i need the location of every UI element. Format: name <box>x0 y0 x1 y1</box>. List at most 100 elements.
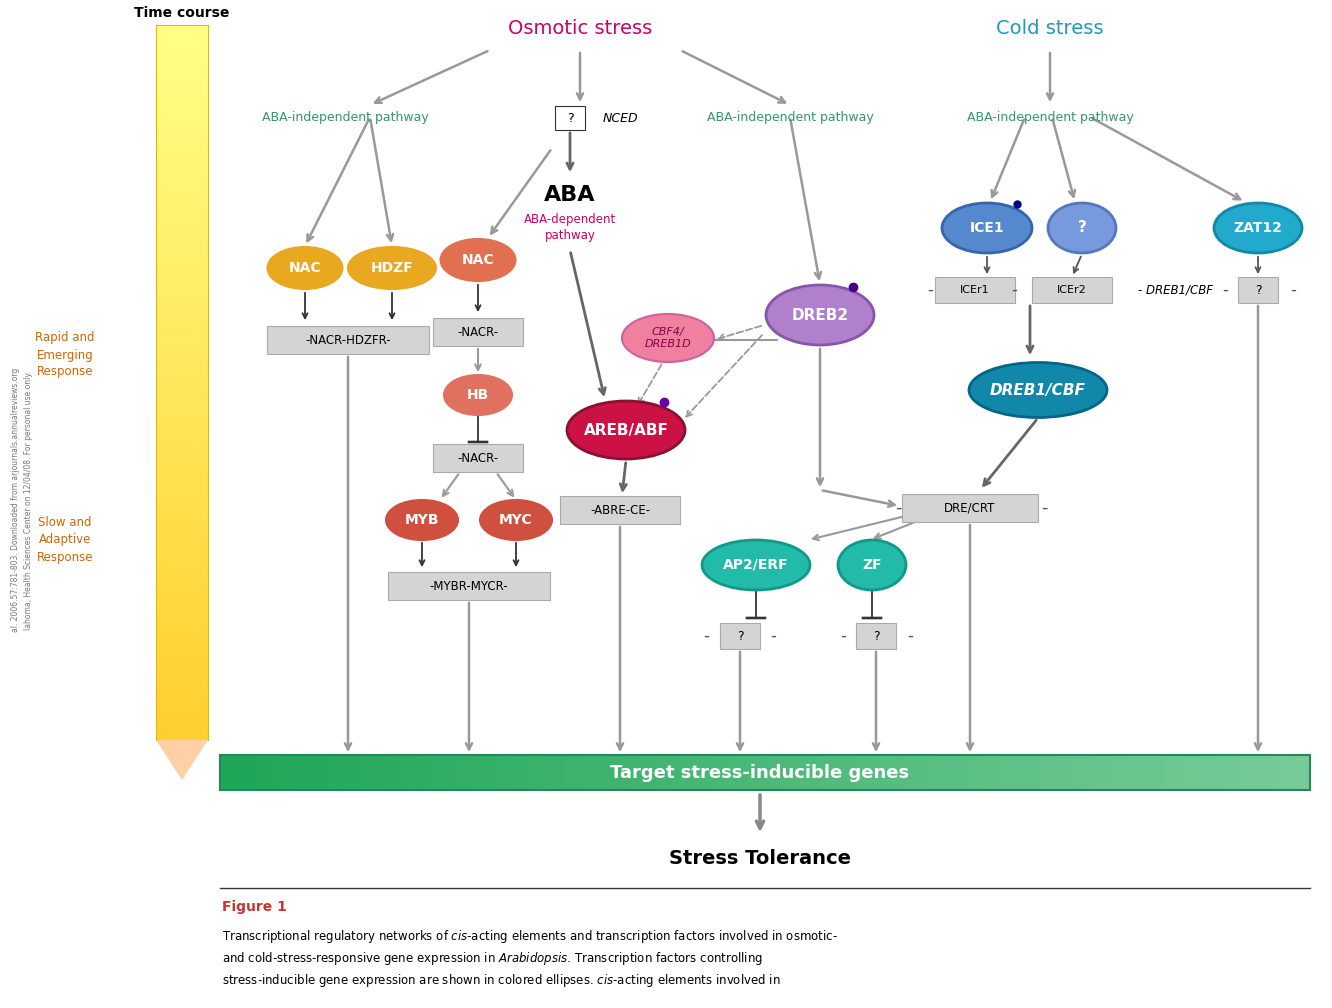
Bar <box>293 755 312 790</box>
Text: ABA: ABA <box>545 185 595 205</box>
Text: and cold-stress-responsive gene expression in $\it{Arabidopsis}$. Transcription : and cold-stress-responsive gene expressi… <box>222 950 763 967</box>
Bar <box>1110 755 1128 790</box>
Bar <box>156 304 208 311</box>
Bar <box>156 48 208 55</box>
Bar <box>156 233 208 240</box>
Ellipse shape <box>567 401 685 459</box>
Text: -: - <box>1291 281 1296 299</box>
Bar <box>156 412 208 418</box>
Text: ZF: ZF <box>862 558 882 572</box>
Bar <box>156 84 208 91</box>
Bar <box>1273 755 1292 790</box>
Bar <box>156 341 208 347</box>
Bar <box>156 36 208 43</box>
Ellipse shape <box>702 540 810 590</box>
Polygon shape <box>156 740 208 780</box>
Bar <box>156 579 208 586</box>
Bar <box>156 531 208 538</box>
FancyBboxPatch shape <box>1032 277 1112 303</box>
Ellipse shape <box>441 239 515 281</box>
Text: Time course: Time course <box>135 6 229 20</box>
Bar <box>156 448 208 455</box>
Bar <box>156 710 208 717</box>
Bar <box>693 755 711 790</box>
Ellipse shape <box>386 500 458 540</box>
Bar <box>156 347 208 353</box>
FancyBboxPatch shape <box>555 106 585 130</box>
Bar <box>983 755 1002 790</box>
Bar <box>474 755 493 790</box>
Bar <box>156 704 208 711</box>
Bar <box>156 370 208 377</box>
Text: al. 2006.57:781-803. Downloaded from arjournals.annualreviews.org
lahoma, Health: al. 2006.57:781-803. Downloaded from arj… <box>11 368 33 632</box>
Text: Target stress-inducible genes: Target stress-inducible genes <box>610 764 910 782</box>
Bar <box>892 755 911 790</box>
Text: ICEr2: ICEr2 <box>1058 285 1087 295</box>
Bar <box>156 716 208 723</box>
Bar <box>156 257 208 264</box>
Bar <box>156 364 208 371</box>
Bar <box>1219 755 1237 790</box>
Text: Slow and
Adaptive
Response: Slow and Adaptive Response <box>37 516 93 563</box>
Bar <box>156 597 208 604</box>
Bar <box>156 698 208 705</box>
Text: CBF4/
DREB1D: CBF4/ DREB1D <box>645 328 691 349</box>
Bar <box>910 755 928 790</box>
Bar <box>565 755 583 790</box>
Bar <box>156 680 208 686</box>
Bar <box>384 755 402 790</box>
Text: ZAT12: ZAT12 <box>1233 221 1283 235</box>
Bar <box>583 755 602 790</box>
Text: -: - <box>895 499 902 517</box>
Ellipse shape <box>968 363 1107 417</box>
Text: ?: ? <box>737 630 743 642</box>
Bar <box>220 755 238 790</box>
FancyBboxPatch shape <box>721 623 761 649</box>
Bar <box>156 239 208 246</box>
Text: -NACR-: -NACR- <box>457 326 498 339</box>
Text: Transcriptional regulatory networks of $\it{cis}$-acting elements and transcript: Transcriptional regulatory networks of $… <box>222 928 838 946</box>
Bar <box>156 591 208 598</box>
Bar <box>638 755 657 790</box>
Text: Rapid and
Emerging
Response: Rapid and Emerging Response <box>35 332 95 378</box>
Bar <box>156 454 208 461</box>
Bar <box>156 149 208 156</box>
Bar <box>838 755 856 790</box>
Bar <box>156 79 208 85</box>
Bar <box>765 755 783 790</box>
Bar <box>156 275 208 281</box>
Bar <box>156 245 208 252</box>
Bar <box>529 755 547 790</box>
Bar <box>156 173 208 180</box>
Bar <box>156 734 208 741</box>
Bar <box>156 126 208 133</box>
Bar <box>156 442 208 449</box>
Text: ?: ? <box>566 112 573 125</box>
FancyBboxPatch shape <box>433 444 523 472</box>
Text: HB: HB <box>468 388 489 402</box>
Bar <box>256 755 274 790</box>
Bar <box>156 674 208 681</box>
Bar <box>156 466 208 473</box>
Bar <box>819 755 838 790</box>
Bar <box>747 755 766 790</box>
Bar <box>156 329 208 336</box>
Bar <box>156 198 208 205</box>
Bar <box>156 560 208 568</box>
Bar <box>220 755 1309 790</box>
Bar <box>156 644 208 651</box>
Bar <box>156 691 208 699</box>
Bar <box>729 755 747 790</box>
Bar <box>156 108 208 115</box>
Bar <box>156 483 208 490</box>
Bar <box>456 755 474 790</box>
Text: Stress Tolerance: Stress Tolerance <box>669 849 851 868</box>
Bar <box>156 204 208 211</box>
Bar <box>438 755 457 790</box>
Bar <box>156 67 208 74</box>
Bar <box>1128 755 1147 790</box>
Bar <box>156 435 208 443</box>
Text: -ABRE-CE-: -ABRE-CE- <box>590 504 650 516</box>
Bar <box>156 335 208 342</box>
Bar <box>348 755 366 790</box>
